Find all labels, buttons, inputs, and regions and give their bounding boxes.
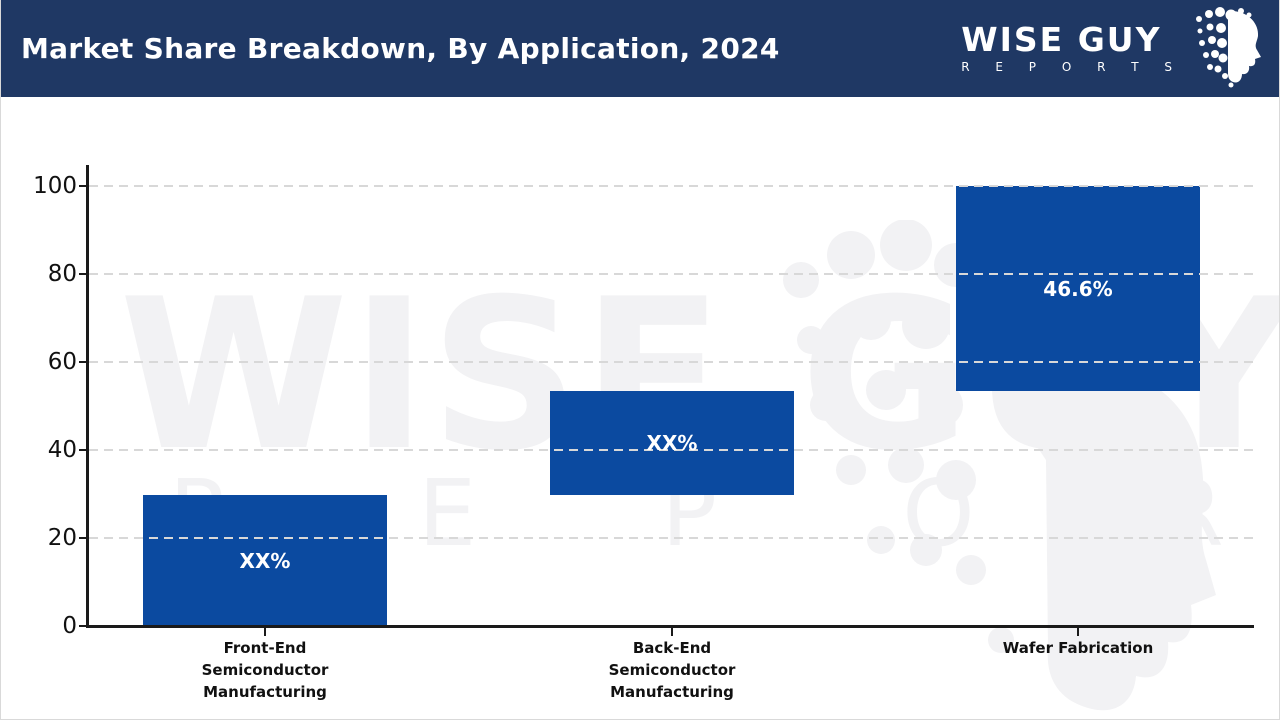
gridline — [89, 273, 1254, 275]
bar — [143, 495, 387, 626]
x-tick — [1077, 628, 1079, 636]
y-tick — [79, 361, 87, 363]
x-category-label: Front-End Semiconductor Manufacturing — [201, 639, 329, 701]
y-tick — [79, 185, 87, 187]
logo-text: WISE GUY R E P O R T S — [961, 23, 1183, 74]
bar — [550, 391, 794, 496]
y-tick-label: 100 — [33, 173, 77, 199]
bar — [956, 186, 1200, 392]
chart-title: Market Share Breakdown, By Application, … — [21, 32, 780, 65]
y-tick-label: 40 — [47, 437, 77, 463]
gridline — [89, 185, 1254, 187]
y-tick-label: 60 — [47, 349, 77, 375]
y-tick-label: 80 — [47, 261, 77, 287]
watermark-face-icon — [783, 220, 1216, 711]
x-category-label: Wafer Fabrication — [1002, 639, 1154, 657]
gridline — [89, 449, 1254, 451]
y-tick-label: 0 — [62, 613, 77, 639]
y-tick — [79, 537, 87, 539]
y-tick — [79, 273, 87, 275]
y-tick — [79, 625, 87, 627]
wiseguy-logo: WISE GUY R E P O R T S — [961, 5, 1267, 93]
logo-face-icon — [1196, 6, 1261, 87]
y-tick-label: 20 — [47, 525, 77, 551]
gridline — [89, 537, 1254, 539]
x-axis-line — [86, 625, 1254, 628]
logo-wordmark: WISE GUY — [961, 20, 1162, 60]
header-bar: Market Share Breakdown, By Application, … — [1, 0, 1279, 97]
y-axis-line — [86, 165, 89, 628]
x-tick — [671, 628, 673, 636]
x-category-label: Back-End Semiconductor Manufacturing — [608, 639, 736, 701]
x-tick — [264, 628, 266, 636]
gridline — [89, 361, 1254, 363]
y-tick — [79, 449, 87, 451]
logo-subtitle: R E P O R T S — [961, 59, 1183, 74]
